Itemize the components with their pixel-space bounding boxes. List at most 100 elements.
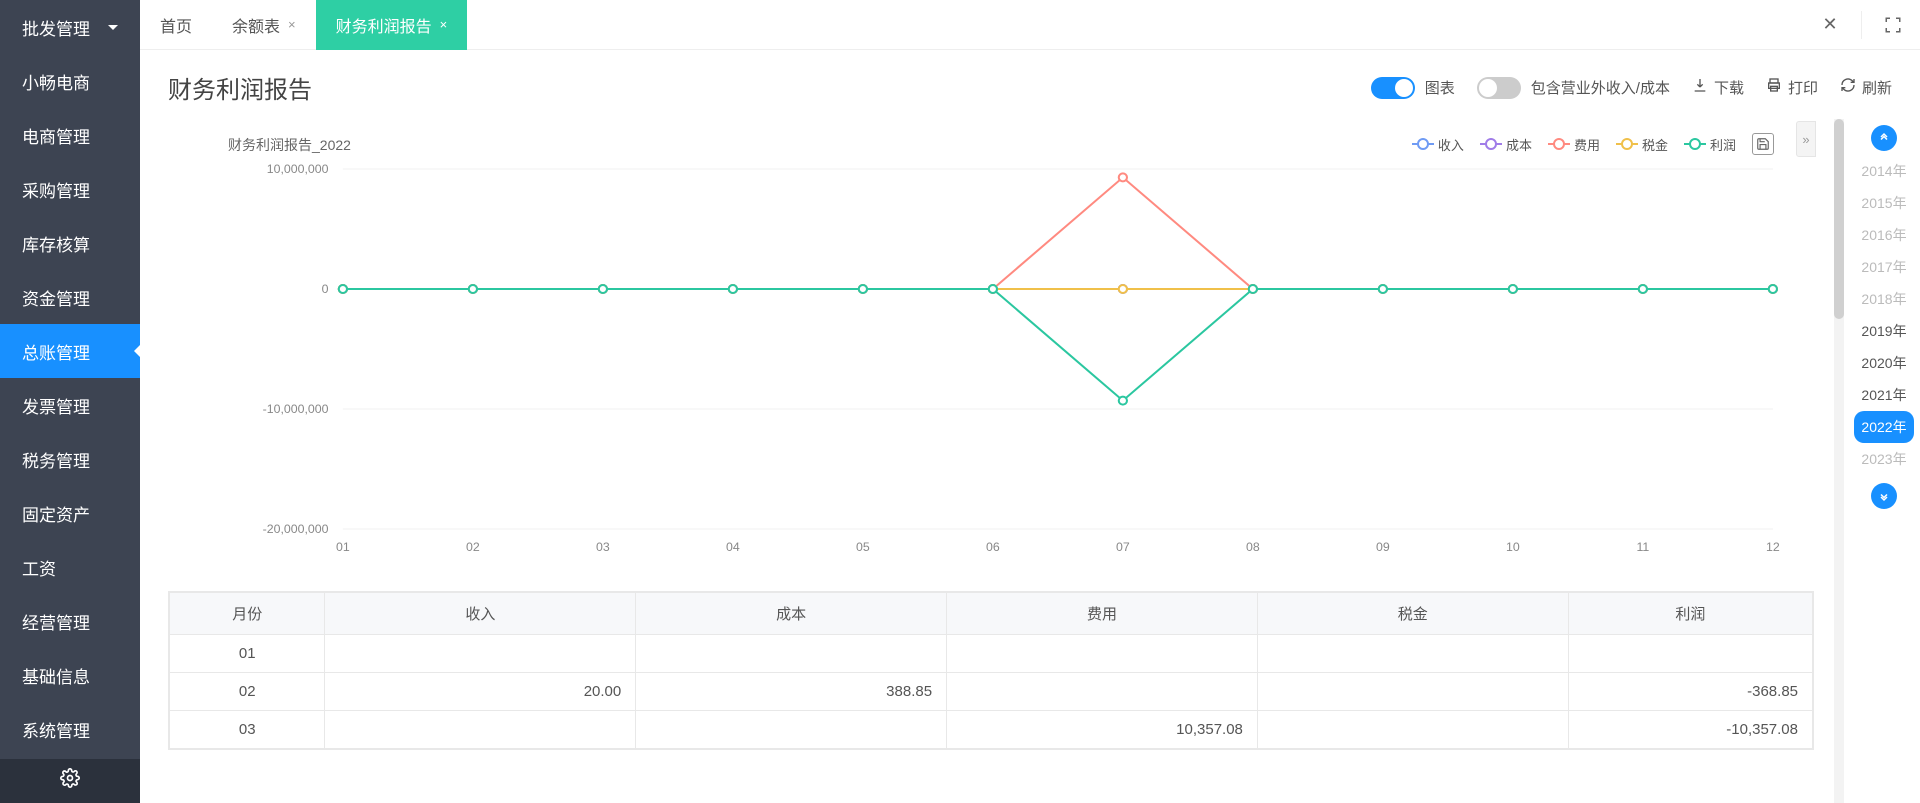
year-option: 2015年 <box>1854 187 1914 219</box>
table-row: 01 <box>170 635 1813 673</box>
svg-text:08: 08 <box>1246 540 1260 554</box>
table-cell: 20.00 <box>325 673 636 711</box>
close-icon[interactable]: ✕ <box>1817 12 1843 38</box>
year-option[interactable]: 2021年 <box>1854 379 1914 411</box>
table-cell <box>947 635 1258 673</box>
year-scroll-down-icon[interactable] <box>1871 483 1897 509</box>
sidebar-item-9[interactable]: 固定资产 <box>0 486 140 540</box>
sidebar-item-6[interactable]: 总账管理 <box>0 324 140 378</box>
tabs-bar: 首页余额表×财务利润报告× ✕ <box>140 0 1920 50</box>
fullscreen-icon[interactable] <box>1880 12 1906 38</box>
refresh-button[interactable]: 刷新 <box>1840 77 1892 98</box>
table-cell: 02 <box>170 673 325 711</box>
chart-save-icon[interactable] <box>1752 133 1774 155</box>
svg-text:0: 0 <box>322 282 329 296</box>
sidebar: 批发管理小畅电商电商管理采购管理库存核算资金管理总账管理发票管理税务管理固定资产… <box>0 0 140 803</box>
refresh-icon <box>1840 77 1856 98</box>
table-cell: -10,357.08 <box>1568 711 1812 749</box>
table-cell: 10,357.08 <box>947 711 1258 749</box>
table-cell: 03 <box>170 711 325 749</box>
legend-item-成本[interactable]: 成本 <box>1480 135 1532 154</box>
table-cell <box>1257 711 1568 749</box>
sidebar-item-0[interactable]: 批发管理 <box>0 0 140 54</box>
sidebar-item-11[interactable]: 经营管理 <box>0 594 140 648</box>
table-cell <box>325 711 636 749</box>
table-cell: 01 <box>170 635 325 673</box>
table-header: 成本 <box>636 593 947 635</box>
svg-text:12: 12 <box>1766 540 1780 554</box>
scrollbar[interactable] <box>1834 119 1844 803</box>
svg-text:03: 03 <box>596 540 610 554</box>
tab-2[interactable]: 财务利润报告× <box>316 0 468 50</box>
print-icon <box>1766 77 1782 98</box>
table-header: 月份 <box>170 593 325 635</box>
legend-item-税金[interactable]: 税金 <box>1616 135 1668 154</box>
profit-chart: 财务利润报告_2022 收入成本费用税金利润 -20,000,000-10,00… <box>168 119 1814 579</box>
legend-item-收入[interactable]: 收入 <box>1412 135 1464 154</box>
chart-legend: 收入成本费用税金利润 <box>1412 133 1774 155</box>
sidebar-settings-button[interactable] <box>0 759 140 803</box>
include-extra-toggle[interactable] <box>1477 77 1521 99</box>
year-option[interactable]: 2019年 <box>1854 315 1914 347</box>
chart-collapse-icon[interactable]: » <box>1796 121 1816 157</box>
sidebar-item-10[interactable]: 工资 <box>0 540 140 594</box>
tab-1[interactable]: 余额表× <box>212 0 316 50</box>
table-cell <box>1568 635 1812 673</box>
year-option: 2016年 <box>1854 219 1914 251</box>
table-cell <box>636 711 947 749</box>
table-cell <box>325 635 636 673</box>
table-header: 收入 <box>325 593 636 635</box>
table-row: 03 10,357.08 -10,357.08 <box>170 711 1813 749</box>
download-icon <box>1692 77 1708 98</box>
svg-text:09: 09 <box>1376 540 1390 554</box>
year-option[interactable]: 2022年 <box>1854 411 1914 443</box>
tab-close-icon[interactable]: × <box>440 17 448 32</box>
svg-text:02: 02 <box>466 540 480 554</box>
include-extra-label: 包含营业外收入/成本 <box>1531 77 1670 98</box>
sidebar-item-1[interactable]: 小畅电商 <box>0 54 140 108</box>
svg-text:07: 07 <box>1116 540 1130 554</box>
legend-item-费用[interactable]: 费用 <box>1548 135 1600 154</box>
sidebar-item-7[interactable]: 发票管理 <box>0 378 140 432</box>
table-header: 利润 <box>1568 593 1812 635</box>
chart-toggle[interactable] <box>1371 77 1415 99</box>
svg-text:05: 05 <box>856 540 870 554</box>
svg-text:11: 11 <box>1636 540 1649 554</box>
year-option[interactable]: 2020年 <box>1854 347 1914 379</box>
chart-title: 财务利润报告_2022 <box>228 135 351 155</box>
table-cell <box>636 635 947 673</box>
svg-text:04: 04 <box>726 540 740 554</box>
table-header: 税金 <box>1257 593 1568 635</box>
page-header: 财务利润报告 图表 包含营业外收入/成本 下载 <box>140 50 1920 119</box>
chart-toggle-label: 图表 <box>1425 77 1455 98</box>
table-cell <box>947 673 1258 711</box>
sidebar-item-3[interactable]: 采购管理 <box>0 162 140 216</box>
svg-text:06: 06 <box>986 540 1000 554</box>
sidebar-item-12[interactable]: 基础信息 <box>0 648 140 702</box>
svg-text:-10,000,000: -10,000,000 <box>263 402 329 416</box>
sidebar-item-8[interactable]: 税务管理 <box>0 432 140 486</box>
gear-icon <box>60 768 80 794</box>
table-cell: 388.85 <box>636 673 947 711</box>
sidebar-item-5[interactable]: 资金管理 <box>0 270 140 324</box>
table-cell: -368.85 <box>1568 673 1812 711</box>
year-option: 2023年 <box>1854 443 1914 475</box>
sidebar-item-4[interactable]: 库存核算 <box>0 216 140 270</box>
table-cell <box>1257 635 1568 673</box>
print-button[interactable]: 打印 <box>1766 77 1818 98</box>
svg-text:01: 01 <box>336 540 350 554</box>
sidebar-item-13[interactable]: 系统管理 <box>0 702 140 756</box>
year-option: 2014年 <box>1854 155 1914 187</box>
download-button[interactable]: 下载 <box>1692 77 1744 98</box>
tab-close-icon[interactable]: × <box>288 17 296 32</box>
year-scroll-up-icon[interactable] <box>1871 125 1897 151</box>
page-title: 财务利润报告 <box>168 70 312 105</box>
legend-item-利润[interactable]: 利润 <box>1684 135 1736 154</box>
svg-text:10: 10 <box>1506 540 1520 554</box>
divider <box>1861 11 1862 39</box>
table-cell <box>1257 673 1568 711</box>
table-row: 0220.00388.85 -368.85 <box>170 673 1813 711</box>
tab-0[interactable]: 首页 <box>140 0 212 50</box>
year-option: 2017年 <box>1854 251 1914 283</box>
sidebar-item-2[interactable]: 电商管理 <box>0 108 140 162</box>
